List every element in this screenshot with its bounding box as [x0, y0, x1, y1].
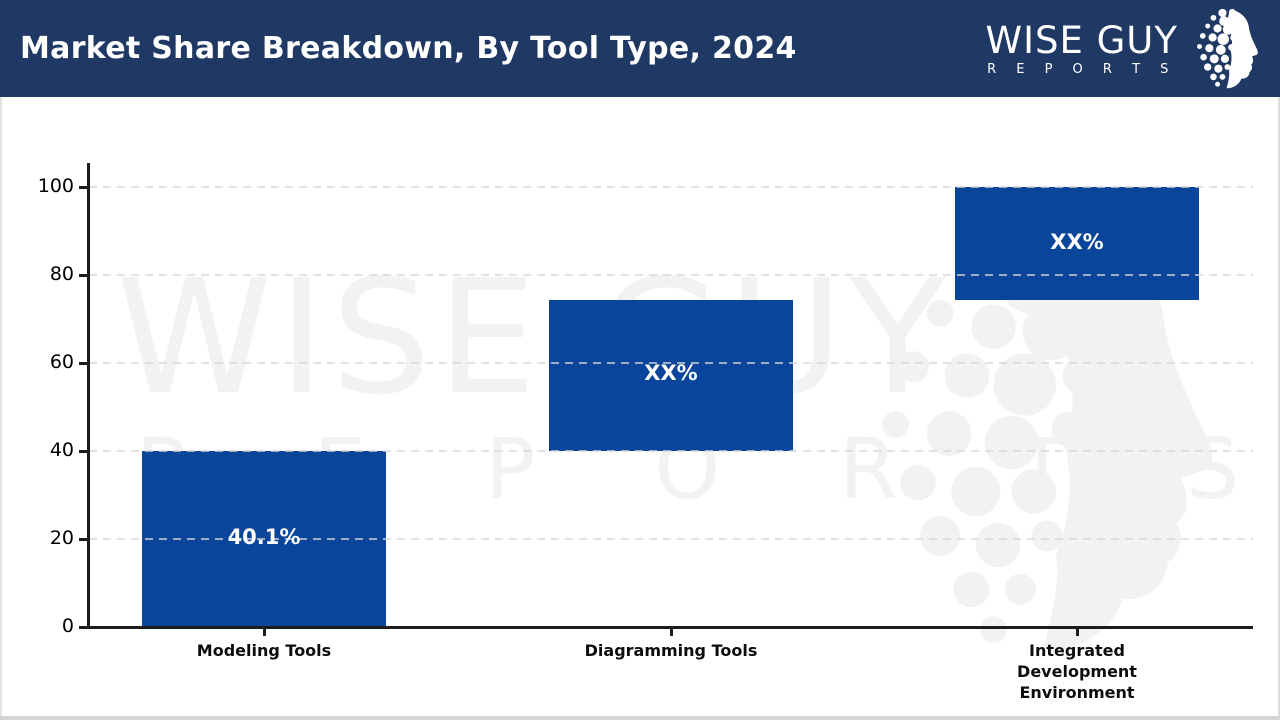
x-tick-diagramming-tools: [670, 628, 673, 636]
x-tick-modeling-tools: [263, 628, 266, 636]
logo-text: WISE GUY R E P O R T S: [985, 19, 1178, 78]
footer-strip: [0, 716, 1280, 720]
y-tick-label-0: 0: [61, 615, 74, 637]
wiseguy-logo: WISE GUY R E P O R T S: [986, 8, 1268, 90]
y-tick-label-100: 100: [37, 175, 74, 197]
y-tick-80: [79, 274, 87, 277]
gridline-20: [89, 538, 1253, 540]
bar-value-label-diagramming-tools: XX%: [644, 361, 698, 386]
header-band: Market Share Breakdown, By Tool Type, 20…: [0, 0, 1280, 97]
gridline-80: [89, 274, 1253, 276]
y-tick-label-20: 20: [49, 527, 74, 549]
bar-value-label-modeling-tools: 40.1%: [227, 524, 301, 549]
gridline-40: [89, 450, 1253, 452]
wiseguy-face-icon: [1197, 8, 1258, 89]
y-tick-20: [79, 538, 87, 541]
y-axis: [87, 163, 90, 629]
x-tick-integrated-development-environment: [1076, 628, 1079, 636]
x-tick-label-integrated-development-environment: Integrated Development Environment: [1017, 641, 1137, 702]
y-tick-label-40: 40: [49, 439, 74, 461]
logo-brand-text: WISE GUY: [985, 19, 1178, 62]
bar-diagramming-tools: [549, 300, 793, 451]
y-tick-40: [79, 450, 87, 453]
gridline-60: [89, 362, 1253, 364]
gridline-100: [89, 186, 1253, 188]
page-title: Market Share Breakdown, By Tool Type, 20…: [20, 31, 797, 66]
y-tick-0: [79, 626, 87, 629]
x-axis: [87, 626, 1253, 629]
y-tick-label-60: 60: [49, 351, 74, 373]
x-tick-label-modeling-tools: Modeling Tools: [196, 641, 332, 660]
y-tick-100: [79, 186, 87, 189]
bar-value-label-integrated-development-environment: XX%: [1050, 229, 1104, 254]
logo-sub-text: R E P O R T S: [987, 62, 1177, 77]
y-tick-label-80: 80: [49, 263, 74, 285]
x-tick-label-diagramming-tools: Diagramming Tools: [584, 641, 758, 660]
y-tick-60: [79, 362, 87, 365]
